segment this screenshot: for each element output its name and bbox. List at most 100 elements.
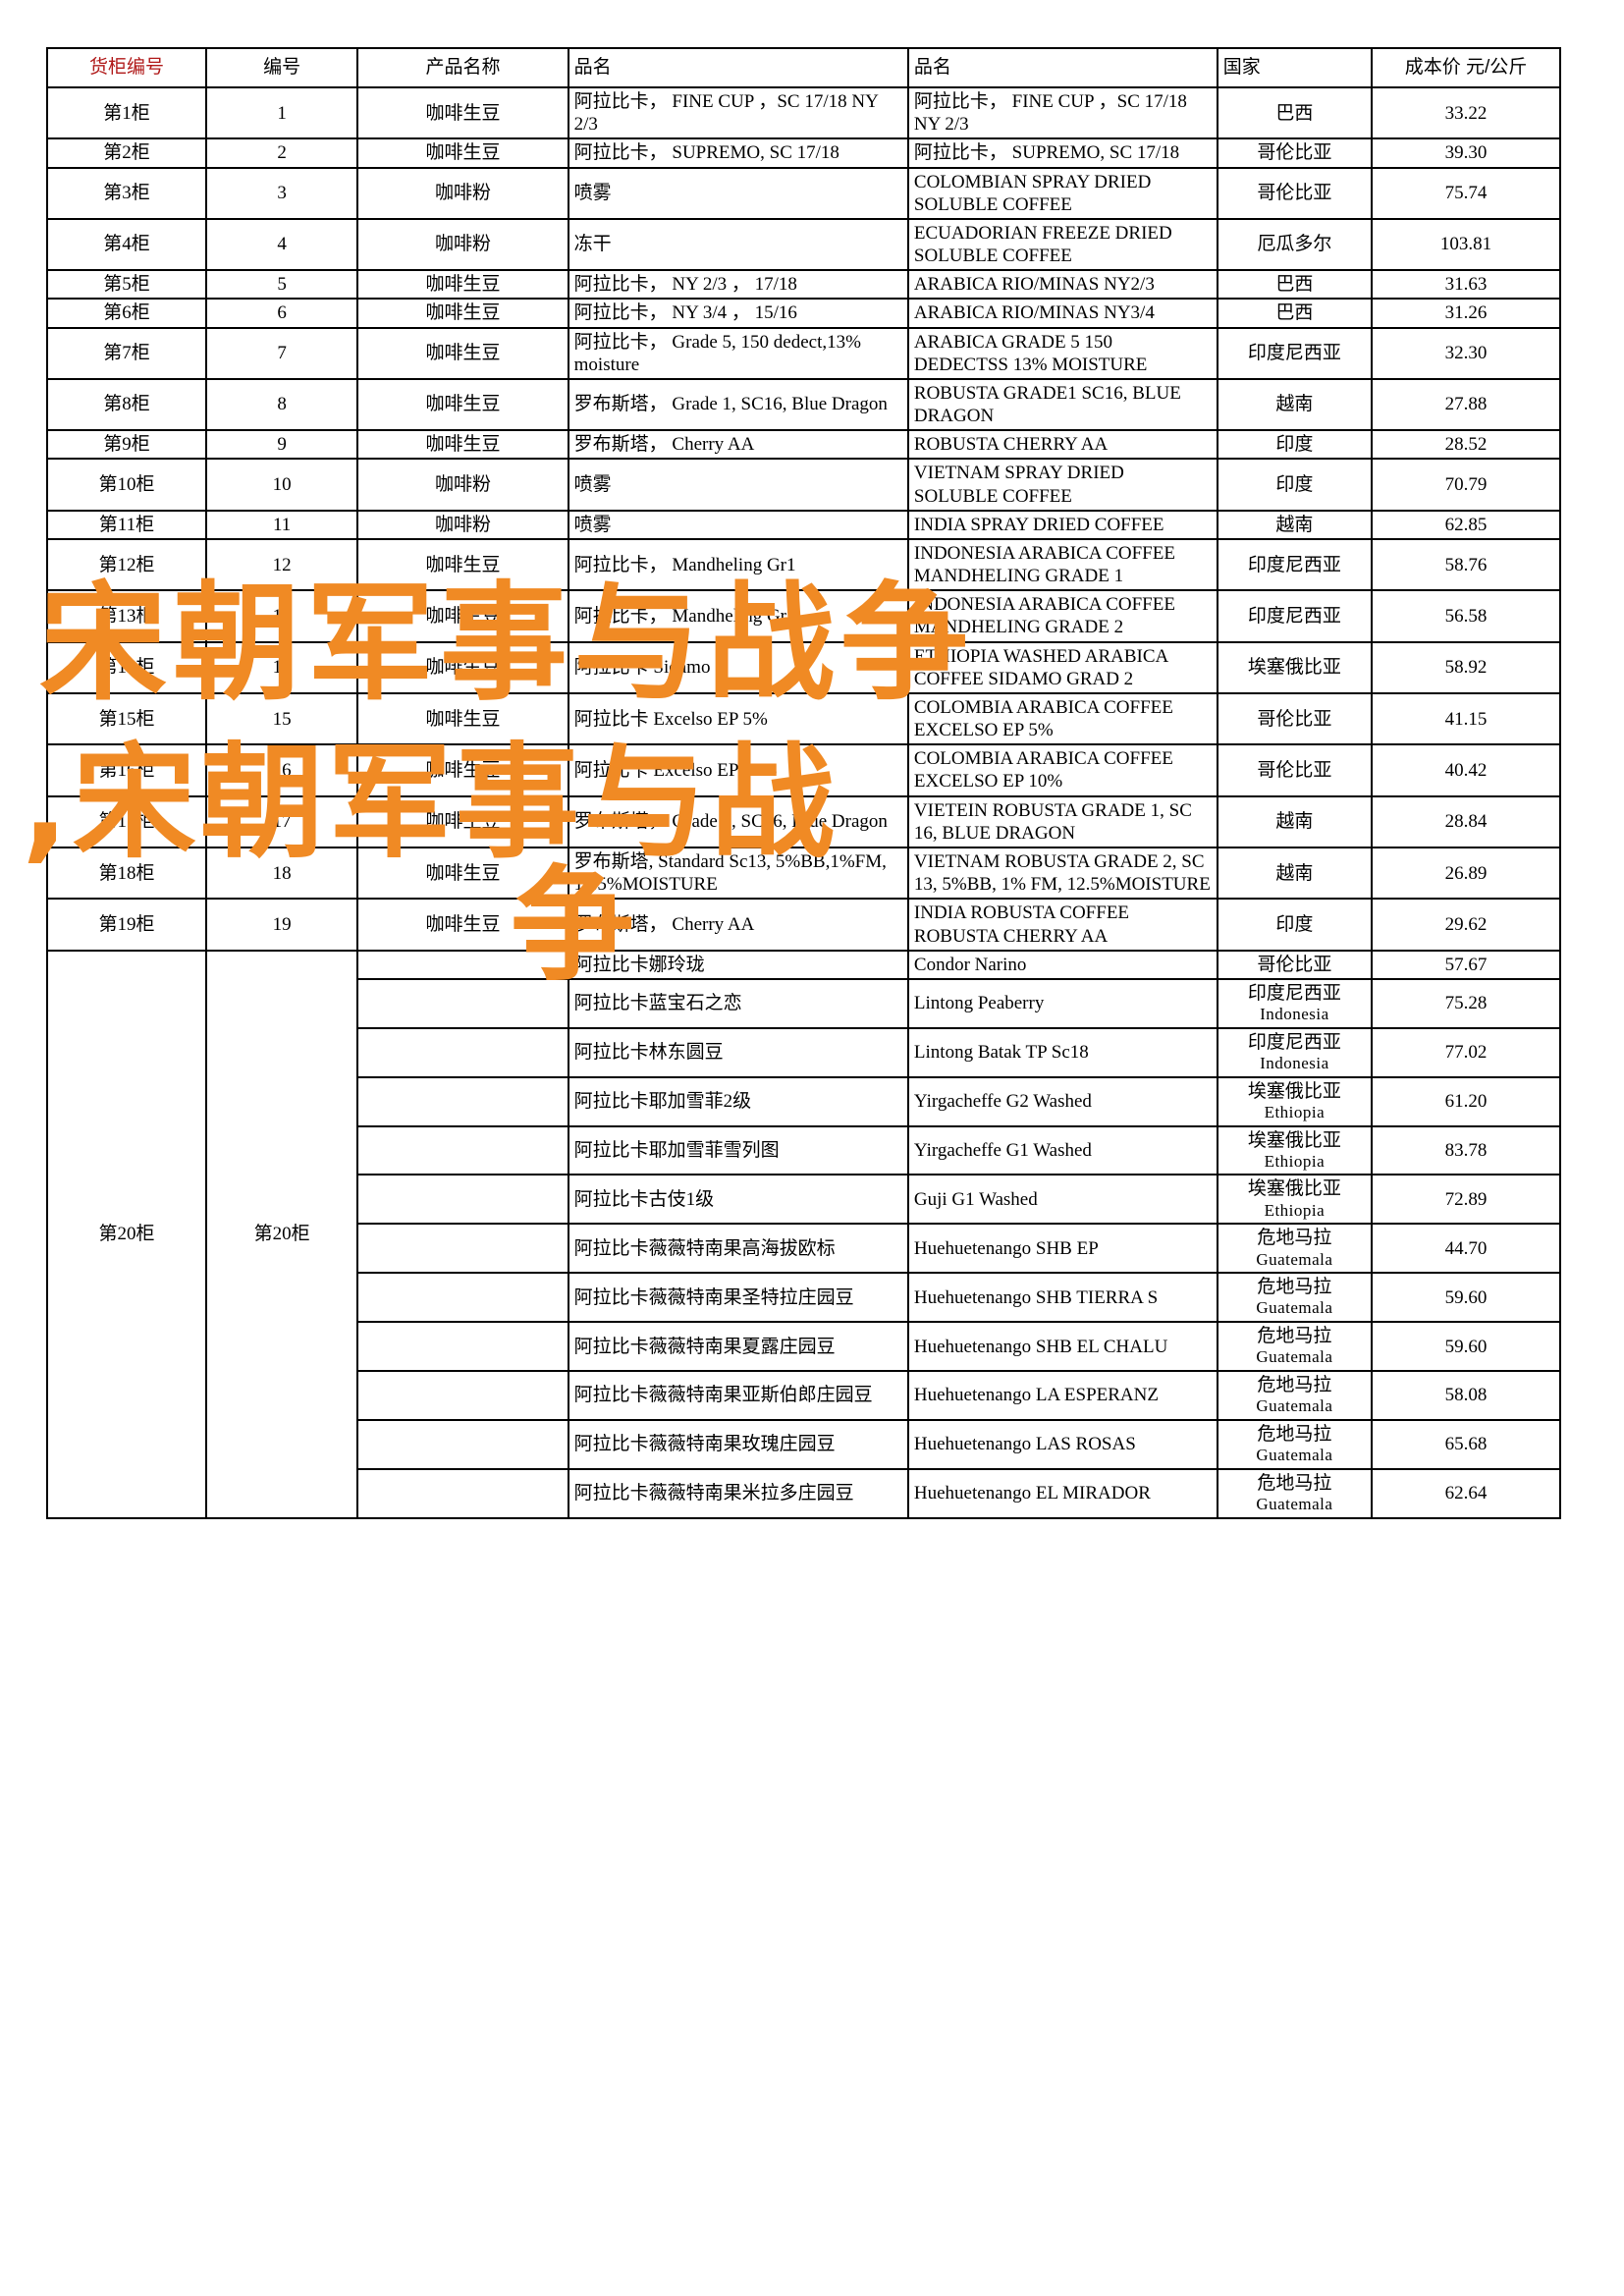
cell-item-en: INDONESIA ARABICA COFFEE MANDHELING GRAD… <box>906 537 1218 592</box>
column-header-cabinet-no: 货柜编号 <box>46 47 207 88</box>
cell-country-cn: 印度尼西亚 <box>1247 982 1341 1004</box>
cell-item-en: ROBUSTA CHERRY AA <box>906 429 1218 461</box>
cell-cabinet-no: 第1柜 <box>46 85 207 140</box>
cell-country: 印度 <box>1216 429 1374 461</box>
cell-country-cn: 巴西 <box>1275 302 1314 324</box>
cell-country-cn: 印度尼西亚 <box>1247 554 1341 575</box>
cell-cost-price: 31.26 <box>1371 298 1561 329</box>
cell-country: 厄瓜多尔 <box>1216 217 1374 272</box>
cell-item-cn: 罗布斯塔， Grade 1, SC16, Blue Dragon <box>567 794 909 848</box>
column-header-product-name: 产品名称 <box>356 47 569 88</box>
table-row: 第11柜 11 咖啡粉 喷雾 INDIA SPRAY DRIED COFFEE 越南 62.… <box>46 509 1561 540</box>
cell-product-name: 咖啡生豆 <box>356 898 569 952</box>
cell-item-en: COLOMBIA ARABICA COFFEE EXCELSO EP 5% <box>906 691 1218 746</box>
cell-item-cn: 阿拉比卡耶加雪菲雪列图 <box>567 1124 909 1176</box>
cell-no: 1 <box>204 85 359 140</box>
cell-product-name: 咖啡生豆 <box>356 269 569 301</box>
cell-cost-price: 59.60 <box>1371 1321 1561 1373</box>
cell-country: 危地马拉 Guatemala <box>1216 1223 1374 1275</box>
cell-item-en: VIETEIN ROBUSTA GRADE 1, SC 16, BLUE DRA… <box>906 794 1218 848</box>
cell-cabinet-no: 第12柜 <box>46 537 207 592</box>
cell-country: 危地马拉 Guatemala <box>1216 1321 1374 1373</box>
cell-cost-price: 58.76 <box>1371 537 1561 592</box>
cell-no: 2 <box>204 137 359 169</box>
cell-cabinet-no: 第14柜 <box>46 640 207 694</box>
table-header-row: 货柜编号 编号 产品名称 品名 品名 国家 成本价 元/公斤 <box>46 47 1561 88</box>
cell-cabinet-no: 第16柜 <box>46 743 207 797</box>
cell-country-cn: 危地马拉 <box>1257 1424 1332 1445</box>
cell-country-cn: 哥伦比亚 <box>1257 759 1332 781</box>
table-row: 第12柜 12 咖啡生豆 阿拉比卡， Mandheling Gr1 INDONESIA … <box>46 537 1561 592</box>
cell-product-name: 咖啡粉 <box>356 217 569 272</box>
cell-country-cn: 危地马拉 <box>1257 1277 1332 1298</box>
column-header-item-cn: 品名 <box>567 47 909 88</box>
cell-cost-price: 59.60 <box>1371 1272 1561 1324</box>
cell-product-name <box>356 1370 569 1421</box>
cell-country-cn: 越南 <box>1275 862 1314 884</box>
cell-product-name <box>356 1272 569 1324</box>
cell-product-name <box>356 977 569 1029</box>
table-row: 阿拉比卡耶加雪菲雪列图 Yirgacheffe G1 Washed 埃塞俄比亚 Eth… <box>47 1124 1561 1176</box>
cell-country-cn: 越南 <box>1275 394 1314 415</box>
cell-product-name: 咖啡生豆 <box>356 640 569 694</box>
cell-item-cn: 阿拉比卡古伎1级 <box>567 1174 909 1226</box>
cell-country-cn: 印度尼西亚 <box>1247 343 1341 364</box>
cell-country: 印度尼西亚 <box>1216 537 1374 592</box>
cell-no: 3 <box>204 166 359 220</box>
cell-country-en: Guatemala <box>1256 1495 1333 1514</box>
table-row: 第17柜 17 咖啡生豆 罗布斯塔， Grade 1, SC16, Blue Drag… <box>46 794 1561 848</box>
cell-cabinet-no: 第11柜 <box>46 509 207 540</box>
cell-cost-price: 41.15 <box>1371 691 1561 746</box>
cell-cost-price: 72.89 <box>1371 1174 1561 1226</box>
table-row: 阿拉比卡薇薇特南果圣特拉庄园豆 Huehuetenango SHB TIERRA … <box>47 1272 1561 1324</box>
cell-item-cn: 冻干 <box>567 217 909 272</box>
cell-no: 6 <box>204 298 359 329</box>
cell-item-cn: 阿拉比卡， FINE CUP ，SC 17/18 NY 2/3 <box>567 85 909 140</box>
cell-cost-price: 83.78 <box>1371 1124 1561 1176</box>
cell-item-en: Condor Narino <box>906 949 1218 980</box>
column-header-item-en: 品名 <box>906 47 1218 88</box>
cell-country: 危地马拉 Guatemala <box>1216 1467 1374 1519</box>
cell-no: 13 <box>204 589 359 643</box>
cell-cost-price: 31.63 <box>1371 269 1561 301</box>
cell-country: 印度尼西亚 Indonesia <box>1216 977 1374 1029</box>
cell-no: 17 <box>204 794 359 848</box>
cell-item-cn: 阿拉比卡， SUPREMO, SC 17/18 <box>567 137 909 169</box>
cell-item-cn: 罗布斯塔, Standard Sc13, 5%BB,1%FM, 12.5%MOI… <box>567 846 909 901</box>
column-header-cost-price: 成本价 元/公斤 <box>1371 47 1561 88</box>
cell-country: 危地马拉 Guatemala <box>1216 1370 1374 1421</box>
cell-cabinet-no: 第5柜 <box>46 269 207 301</box>
table-row: 阿拉比卡薇薇特南果亚斯伯郎庄园豆 Huehuetenango LA ESPERAN… <box>47 1370 1561 1421</box>
cell-item-en: ETHIOPIA WASHED ARABICA COFFEE SIDAMO GR… <box>906 640 1218 694</box>
cell-country-cn: 哥伦比亚 <box>1257 954 1332 975</box>
table-row: 阿拉比卡古伎1级 Guji G1 Washed 埃塞俄比亚 Ethiopia 72.89 <box>47 1174 1561 1226</box>
cell-country-cn: 危地马拉 <box>1257 1375 1332 1396</box>
cell-country-cn: 印度 <box>1275 434 1314 456</box>
table-row: 阿拉比卡薇薇特南果夏露庄园豆 Huehuetenango SHB EL CHALU… <box>47 1321 1561 1373</box>
cell-item-cn: 阿拉比卡薇薇特南果米拉多庄园豆 <box>567 1467 909 1519</box>
cell-country: 埃塞俄比亚 Ethiopia <box>1216 1174 1374 1226</box>
table-header: 货柜编号 编号 产品名称 品名 品名 国家 成本价 元/公斤 <box>46 47 1561 88</box>
table-row: 第3柜 3 咖啡粉 喷雾 COLOMBIAN SPRAY DRIED SOLUBLE C… <box>46 166 1561 220</box>
table-row: 第20柜 第20柜 阿拉比卡娜玲珑 Condor Narino 哥伦比亚 57.67 <box>46 949 1561 1519</box>
cell-no: 11 <box>204 509 359 540</box>
cell-no: 19 <box>204 898 359 952</box>
cell-country: 印度尼西亚 Indonesia <box>1216 1026 1374 1078</box>
cell-cabinet-no: 第8柜 <box>46 377 207 432</box>
cell-country-cn: 危地马拉 <box>1257 1472 1332 1494</box>
cell-country-cn: 埃塞俄比亚 <box>1247 1080 1341 1102</box>
cell-country: 哥伦比亚 <box>1216 166 1374 220</box>
cell-no: 10 <box>204 458 359 512</box>
cell-item-cn: 阿拉比卡薇薇特南果夏露庄园豆 <box>567 1321 909 1373</box>
cell-product-name: 咖啡生豆 <box>356 589 569 643</box>
table-row: 阿拉比卡蓝宝石之恋 Lintong Peaberry 印度尼西亚 Indonesia 7… <box>47 977 1561 1029</box>
cell-country: 印度尼西亚 <box>1216 589 1374 643</box>
cell-item-en: INDIA ROBUSTA COFFEE ROBUSTA CHERRY AA <box>906 898 1218 952</box>
cell-item-en: ECUADORIAN FREEZE DRIED SOLUBLE COFFEE <box>906 217 1218 272</box>
table-row: 第9柜 9 咖啡生豆 罗布斯塔， Cherry AA ROBUSTA CHERRY AA… <box>46 429 1561 461</box>
cell-item-en: ROBUSTA GRADE1 SC16, BLUE DRAGON <box>906 377 1218 432</box>
cell-product-name <box>356 1026 569 1078</box>
cell-cabinet-no: 第18柜 <box>46 846 207 901</box>
cell-item-en: ARABICA RIO/MINAS NY3/4 <box>906 298 1218 329</box>
cell-cost-price: 75.74 <box>1371 166 1561 220</box>
